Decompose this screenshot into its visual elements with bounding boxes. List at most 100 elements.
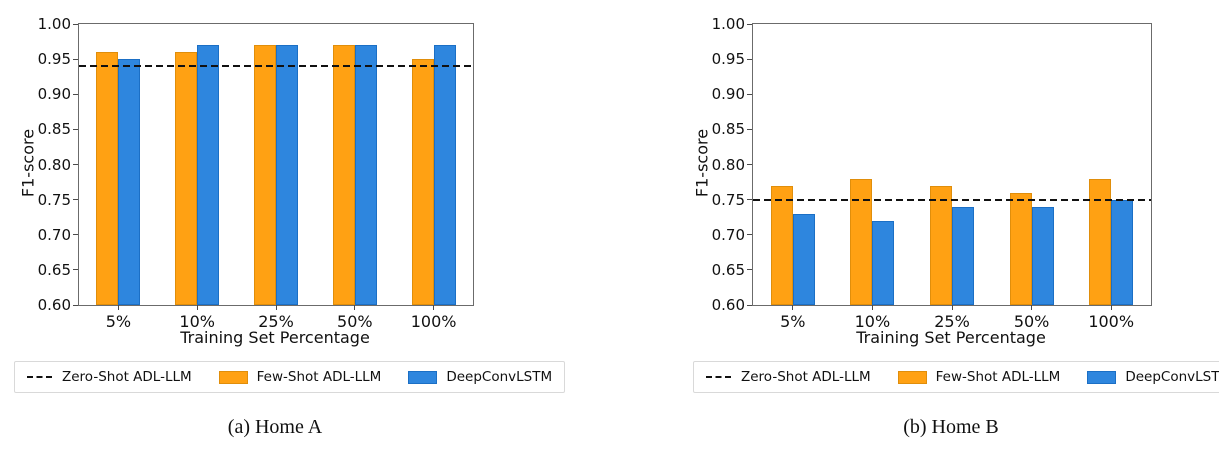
y-tick-label: 0.90 (711, 85, 745, 104)
y-tick-label: 1.00 (711, 15, 745, 33)
y-tick-label: 0.85 (711, 120, 745, 139)
bar-deepconvlstm-10% (197, 45, 220, 305)
y-tick-label: 0.80 (37, 155, 71, 174)
x-tick-label: 100% (1088, 312, 1135, 331)
y-tick-mark (747, 199, 752, 201)
y-tick-mark (73, 128, 78, 130)
x-tick-mark (433, 305, 435, 310)
bar-deepconvlstm-25% (952, 206, 974, 305)
x-tick-mark (1031, 305, 1033, 310)
x-axis-label: Training Set Percentage (180, 328, 370, 347)
plot-area-home-a: 0.60 0.65 0.70 0.75 0.80 0.85 0.90 0.95 1.00 5% 10… (38, 17, 474, 330)
y-tick-mark (747, 93, 752, 95)
legend-item-label: DeepConvLSTM (446, 369, 553, 385)
x-tick-label: 50% (337, 312, 373, 331)
x-tick-mark (196, 305, 198, 310)
dashed-line-swatch-icon (27, 376, 53, 378)
subfigure-caption-b: (b) Home B (903, 416, 999, 438)
y-tick-mark (73, 199, 78, 201)
y-tick-label: 1.00 (37, 15, 71, 33)
bar-few-shot-5% (96, 52, 119, 305)
y-tick-mark (747, 128, 752, 130)
y-tick-label: 0.70 (37, 225, 71, 244)
y-tick-label: 0.65 (37, 260, 71, 279)
color-swatch-icon (408, 370, 438, 384)
bar-deepconvlstm-50% (354, 45, 377, 305)
y-tick-mark (73, 58, 78, 60)
y-tick-mark (73, 23, 78, 25)
bar-few-shot-100% (1089, 178, 1112, 305)
legend-item-label: Zero-Shot ADL-LLM (62, 369, 192, 385)
y-tick-mark (73, 269, 78, 271)
y-tick-mark (747, 164, 752, 165)
bar-deepconvlstm-100% (433, 45, 456, 305)
y-tick-mark (747, 23, 752, 25)
subfigure-home-b: 0.60 0.65 0.70 0.75 0.80 0.85 0.90 0.95 1.00 5% 10… (609, 0, 1219, 453)
y-tick-mark (73, 164, 78, 165)
y-tick-mark (73, 234, 78, 236)
legend-item: DeepConvLSTM (408, 369, 552, 385)
x-tick-mark (951, 305, 953, 310)
y-tick-mark (747, 234, 752, 236)
bar-few-shot-10% (850, 178, 873, 305)
y-tick-mark (73, 304, 78, 306)
legend-home-b: Zero-Shot ADL-LLM Few-Shot ADL-LLM DeepCon… (693, 361, 1219, 393)
x-tick-mark (792, 305, 794, 310)
bar-few-shot-10% (175, 52, 198, 305)
y-tick-mark (747, 58, 752, 60)
color-swatch-icon (218, 370, 248, 384)
y-tick-label: 0.90 (37, 85, 71, 104)
x-axis-label: Training Set Percentage (856, 328, 1046, 347)
x-tick-mark (275, 305, 277, 310)
subfigure-caption-a: (a) Home A (227, 416, 323, 438)
bar-deepconvlstm-10% (872, 220, 895, 305)
legend-item-label: Zero-Shot ADL-LLM (741, 369, 871, 385)
y-tick-label: 0.85 (37, 120, 71, 139)
bar-deepconvlstm-25% (276, 45, 298, 305)
bar-few-shot-25% (254, 45, 276, 305)
legend-item-label: Few-Shot ADL-LLM (935, 369, 1061, 385)
legend-item-label: Few-Shot ADL-LLM (256, 369, 382, 385)
dashed-line-swatch-icon (706, 376, 732, 378)
legend-item: Few-Shot ADL-LLM (218, 369, 382, 385)
y-tick-label: 0.75 (711, 190, 745, 209)
x-tick-mark (354, 305, 356, 310)
y-tick-mark (73, 93, 78, 95)
x-tick-label: 100% (410, 312, 457, 331)
zero-shot-reference-line (79, 65, 473, 68)
color-swatch-icon (897, 370, 927, 384)
y-tick-label: 0.65 (711, 260, 745, 279)
bar-few-shot-25% (930, 185, 952, 305)
plot-area-home-b: 0.60 0.65 0.70 0.75 0.80 0.85 0.90 0.95 1.00 5% 10… (712, 17, 1152, 330)
y-tick-label: 0.75 (37, 190, 71, 209)
bar-few-shot-100% (411, 59, 434, 305)
x-tick-label: 5% (105, 312, 132, 331)
y-axis-label: F1-score (692, 128, 712, 198)
x-tick-label: 50% (1013, 312, 1050, 331)
legend-item: DeepConvLSTM (1087, 369, 1219, 385)
bar-few-shot-5% (770, 185, 793, 305)
x-tick-label: 25% (934, 312, 970, 331)
zero-shot-reference-line (753, 198, 1151, 201)
legend-item-label: DeepConvLSTM (1125, 369, 1219, 385)
x-tick-mark (1110, 305, 1112, 310)
bar-deepconvlstm-50% (1031, 206, 1054, 305)
y-tick-label: 0.95 (711, 50, 745, 69)
x-tick-mark (117, 305, 119, 310)
legend-home-a: Zero-Shot ADL-LLM Few-Shot ADL-LLM DeepCon… (14, 361, 566, 393)
legend-item: Zero-Shot ADL-LLM (706, 369, 871, 385)
bar-few-shot-50% (1009, 192, 1032, 305)
x-tick-label: 10% (179, 312, 215, 331)
bar-deepconvlstm-100% (1111, 199, 1134, 305)
legend-item: Few-Shot ADL-LLM (897, 369, 1061, 385)
x-tick-label: 25% (258, 312, 294, 331)
x-tick-label: 5% (780, 312, 806, 331)
legend-item: Zero-Shot ADL-LLM (27, 369, 192, 385)
bar-deepconvlstm-5% (792, 213, 815, 305)
bar-deepconvlstm-5% (118, 59, 141, 305)
y-tick-label: 0.60 (37, 296, 71, 314)
color-swatch-icon (1087, 370, 1117, 384)
x-tick-mark (871, 305, 873, 310)
y-tick-label: 0.60 (711, 296, 745, 314)
